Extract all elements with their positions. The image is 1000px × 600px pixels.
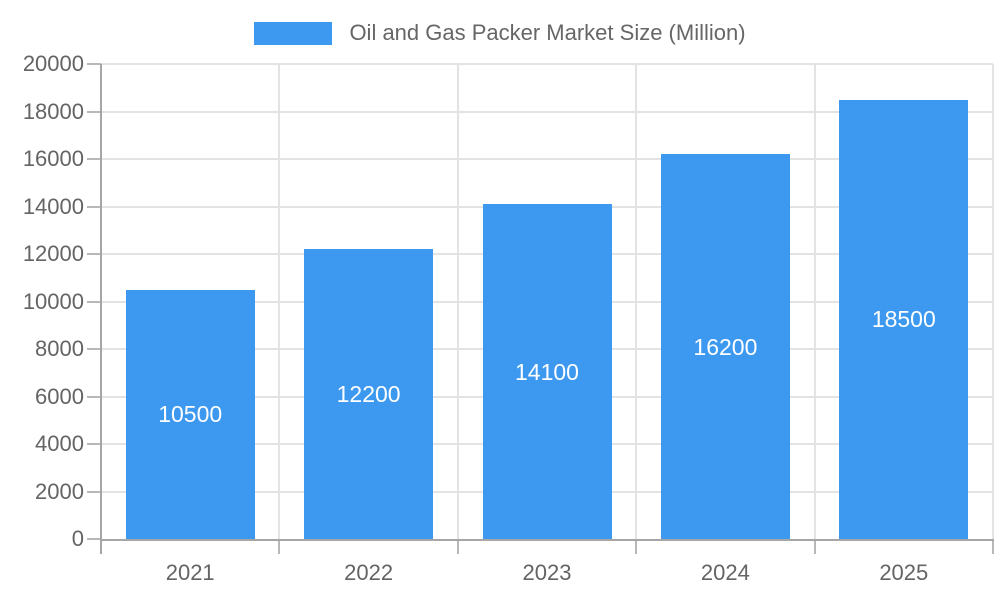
y-axis-label: 18000 [22,98,84,124]
y-axis-label: 8000 [35,336,84,361]
x-axis-tick [813,539,816,554]
y-axis-label: 4000 [35,431,84,456]
x-axis-line [100,539,994,541]
y-axis-tick [87,348,101,350]
y-gridline [101,63,993,65]
bar-value-label: 14100 [515,358,579,385]
y-axis-line [100,64,102,554]
x-gridline [813,64,816,539]
y-gridline [101,158,993,160]
y-axis-label: 16000 [22,146,84,171]
x-gridline [278,64,281,539]
x-axis-tick [456,539,459,554]
x-axis-label: 2025 [879,560,929,585]
y-axis-label: 10000 [22,288,84,314]
y-axis-label: 20000 [22,51,84,76]
x-axis-tick [278,539,281,554]
y-axis-tick [87,158,101,160]
bar-2024[interactable] [660,154,790,539]
y-axis-tick [87,490,101,493]
x-axis-tick [992,539,994,554]
x-axis-label: 2021 [165,560,215,585]
bar-value-label: 12200 [336,381,401,408]
x-axis-tick [635,539,638,554]
bar-value-label: 16200 [693,333,758,360]
x-gridline [456,64,459,539]
y-axis-label: 12000 [22,241,84,266]
x-axis-label: 2022 [344,560,394,585]
bar-2022[interactable] [304,249,434,539]
y-axis-tick [87,205,101,208]
x-gridline [635,64,638,539]
y-axis-tick [87,63,101,65]
y-axis-tick [87,395,101,398]
y-axis-tick [87,110,101,113]
legend-swatch [254,21,333,45]
bar-value-label: 18500 [871,306,936,333]
y-axis-label: 14000 [22,193,84,219]
y-axis-label: 0 [71,526,84,551]
legend-label: Oil and Gas Packer Market Size (Million) [349,20,746,45]
y-axis-tick [87,538,101,540]
y-axis-tick [87,300,101,303]
x-axis-label: 2023 [522,560,572,585]
bar-2021[interactable] [125,289,255,539]
y-axis-label: 6000 [35,383,84,409]
y-axis-label: 2000 [35,478,84,504]
x-axis-label: 2024 [700,560,750,585]
y-axis-tick [87,443,101,445]
y-gridline [101,110,993,113]
x-gridline [992,64,994,539]
bar-value-label: 10500 [158,401,223,428]
bar-2023[interactable] [482,204,612,539]
y-axis-tick [87,253,101,255]
bar-2025[interactable] [839,99,969,539]
legend: Oil and Gas Packer Market Size (Million) [0,19,1000,47]
